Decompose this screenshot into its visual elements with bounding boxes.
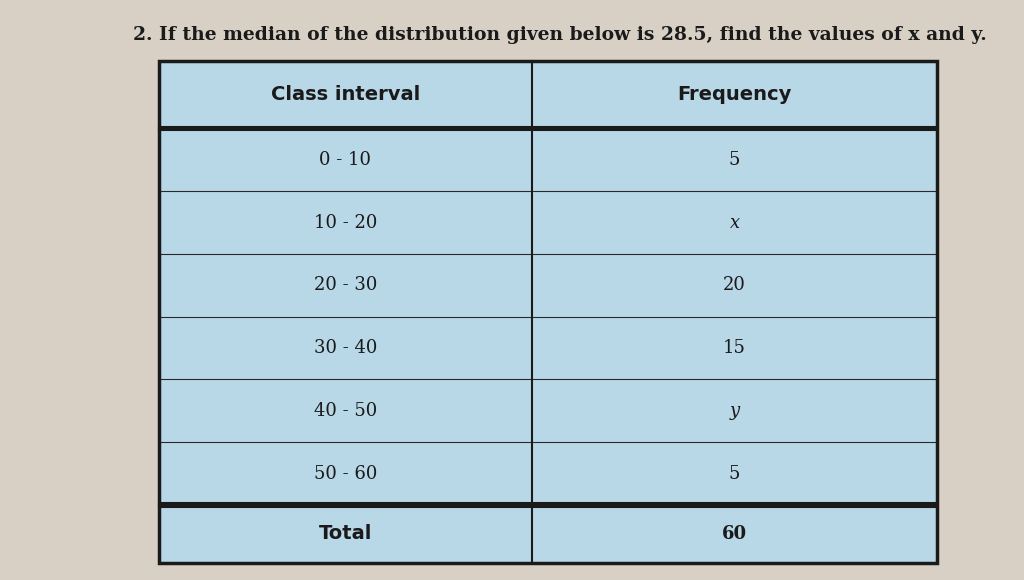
Text: 5: 5 bbox=[729, 465, 740, 483]
Text: 0 - 10: 0 - 10 bbox=[319, 151, 372, 169]
Text: Total: Total bbox=[318, 524, 372, 543]
Text: y: y bbox=[729, 402, 739, 420]
Text: Class interval: Class interval bbox=[271, 85, 420, 104]
Text: 5: 5 bbox=[729, 151, 740, 169]
Text: 20: 20 bbox=[723, 277, 746, 295]
Text: 10 - 20: 10 - 20 bbox=[313, 213, 377, 231]
Bar bbox=[159, 61, 937, 563]
Bar bbox=[159, 61, 937, 563]
Text: 30 - 40: 30 - 40 bbox=[313, 339, 377, 357]
Text: 15: 15 bbox=[723, 339, 746, 357]
Text: 20 - 30: 20 - 30 bbox=[313, 277, 377, 295]
Text: x: x bbox=[729, 213, 739, 231]
Text: 50 - 60: 50 - 60 bbox=[313, 465, 377, 483]
Text: Frequency: Frequency bbox=[678, 85, 792, 104]
Text: 40 - 50: 40 - 50 bbox=[314, 402, 377, 420]
Text: 60: 60 bbox=[722, 525, 748, 543]
Text: 2. If the median of the distribution given below is 28.5, find the values of x a: 2. If the median of the distribution giv… bbox=[133, 26, 987, 44]
